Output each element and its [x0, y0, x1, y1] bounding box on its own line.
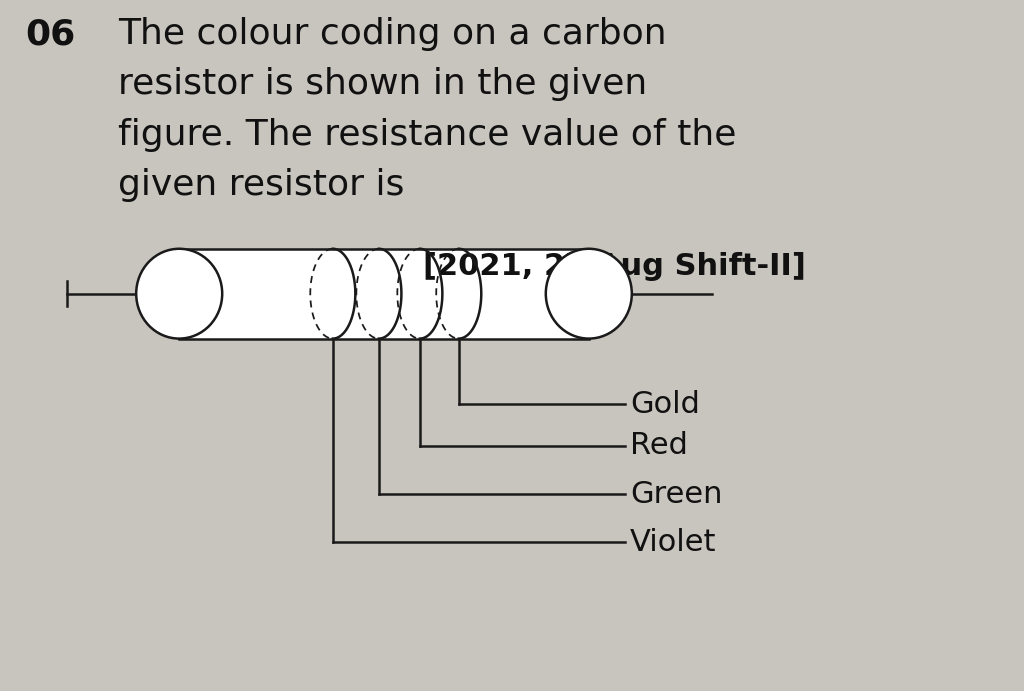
Ellipse shape [546, 249, 632, 339]
Text: [2021, 27 Aug Shift-II]: [2021, 27 Aug Shift-II] [423, 252, 806, 281]
Text: Violet: Violet [630, 528, 716, 557]
Ellipse shape [136, 249, 222, 339]
Bar [179, 249, 589, 339]
Text: Green: Green [630, 480, 722, 509]
Text: The colour coding on a carbon
resistor is shown in the given
figure. The resista: The colour coding on a carbon resistor i… [118, 17, 736, 202]
Text: 06: 06 [26, 17, 76, 51]
Text: Red: Red [630, 431, 688, 460]
Text: Gold: Gold [630, 390, 699, 419]
